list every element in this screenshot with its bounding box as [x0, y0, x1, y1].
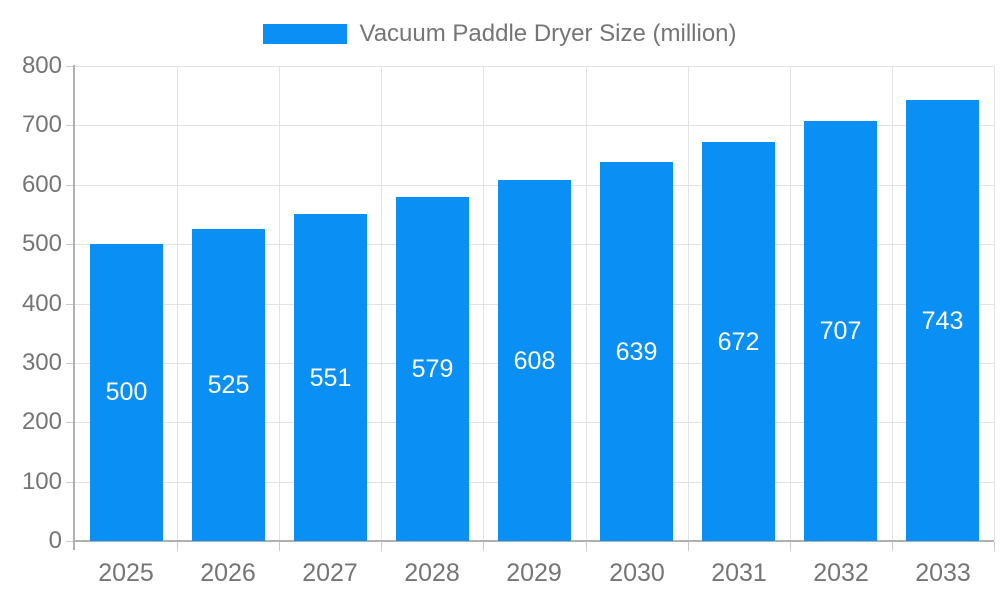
x-tick-mark — [994, 542, 995, 551]
gridline-vertical — [994, 66, 995, 541]
legend-item[interactable]: Vacuum Paddle Dryer Size (million) — [263, 20, 737, 47]
bar[interactable]: 672 — [702, 142, 775, 541]
bar[interactable]: 500 — [90, 244, 163, 541]
y-tick-mark — [66, 482, 73, 483]
bar-value-label: 500 — [105, 378, 148, 406]
gridline-vertical — [790, 66, 791, 541]
legend-label: Vacuum Paddle Dryer Size (million) — [359, 20, 737, 47]
bar-value-label: 743 — [921, 307, 964, 335]
x-axis-line — [73, 540, 994, 542]
gridline-horizontal — [75, 66, 994, 67]
bar-value-label: 608 — [513, 347, 556, 375]
y-tick-mark — [66, 422, 73, 423]
y-tick-label: 700 — [21, 111, 62, 138]
x-tick-label: 2029 — [506, 559, 562, 587]
gridline-vertical — [177, 66, 178, 541]
x-tick-mark — [688, 542, 689, 551]
gridline-vertical — [483, 66, 484, 541]
x-tick-mark — [790, 542, 791, 551]
y-tick-label: 0 — [48, 527, 62, 554]
y-tick-label: 100 — [21, 468, 62, 495]
y-tick-mark — [66, 185, 73, 186]
legend-swatch-icon — [263, 24, 348, 44]
x-tick-label: 2033 — [915, 559, 971, 587]
x-tick-label: 2030 — [609, 559, 665, 587]
gridline-horizontal — [75, 125, 994, 126]
x-tick-mark — [381, 542, 382, 551]
bar[interactable]: 743 — [906, 100, 979, 541]
y-tick-label: 300 — [21, 349, 62, 376]
x-tick-label: 2031 — [711, 559, 767, 587]
y-axis-line — [73, 65, 75, 550]
bar[interactable]: 608 — [498, 180, 571, 541]
gridline-vertical — [688, 66, 689, 541]
x-tick-label: 2032 — [813, 559, 869, 587]
y-tick-label: 400 — [21, 290, 62, 317]
x-tick-mark — [892, 542, 893, 551]
bar[interactable]: 639 — [600, 162, 673, 541]
gridline-vertical — [586, 66, 587, 541]
x-tick-mark — [483, 542, 484, 551]
y-tick-mark — [66, 363, 73, 364]
y-tick-label: 600 — [21, 171, 62, 198]
y-tick-mark — [66, 66, 73, 67]
gridline-vertical — [381, 66, 382, 541]
x-tick-label: 2025 — [98, 559, 154, 587]
y-tick-mark — [66, 541, 73, 542]
x-tick-label: 2028 — [404, 559, 460, 587]
bar[interactable]: 579 — [396, 197, 469, 541]
gridline-vertical — [892, 66, 893, 541]
y-tick-mark — [66, 244, 73, 245]
bar-value-label: 707 — [819, 317, 862, 345]
bar-value-label: 579 — [411, 355, 454, 383]
bar-value-label: 551 — [309, 364, 352, 392]
y-tick-label: 200 — [21, 408, 62, 435]
x-tick-mark — [177, 542, 178, 551]
bar[interactable]: 525 — [192, 229, 265, 541]
bar[interactable]: 707 — [804, 121, 877, 541]
x-tick-mark — [586, 542, 587, 551]
x-tick-label: 2027 — [302, 559, 358, 587]
y-tick-label: 800 — [21, 52, 62, 79]
y-tick-mark — [66, 125, 73, 126]
x-tick-mark — [279, 542, 280, 551]
bar-value-label: 672 — [717, 328, 760, 356]
x-tick-label: 2026 — [200, 559, 256, 587]
bar-value-label: 525 — [207, 371, 250, 399]
y-tick-mark — [66, 304, 73, 305]
y-tick-label: 500 — [21, 230, 62, 257]
gridline-vertical — [279, 66, 280, 541]
bar-value-label: 639 — [615, 338, 658, 366]
legend: Vacuum Paddle Dryer Size (million) — [0, 20, 1000, 47]
bar[interactable]: 551 — [294, 214, 367, 541]
